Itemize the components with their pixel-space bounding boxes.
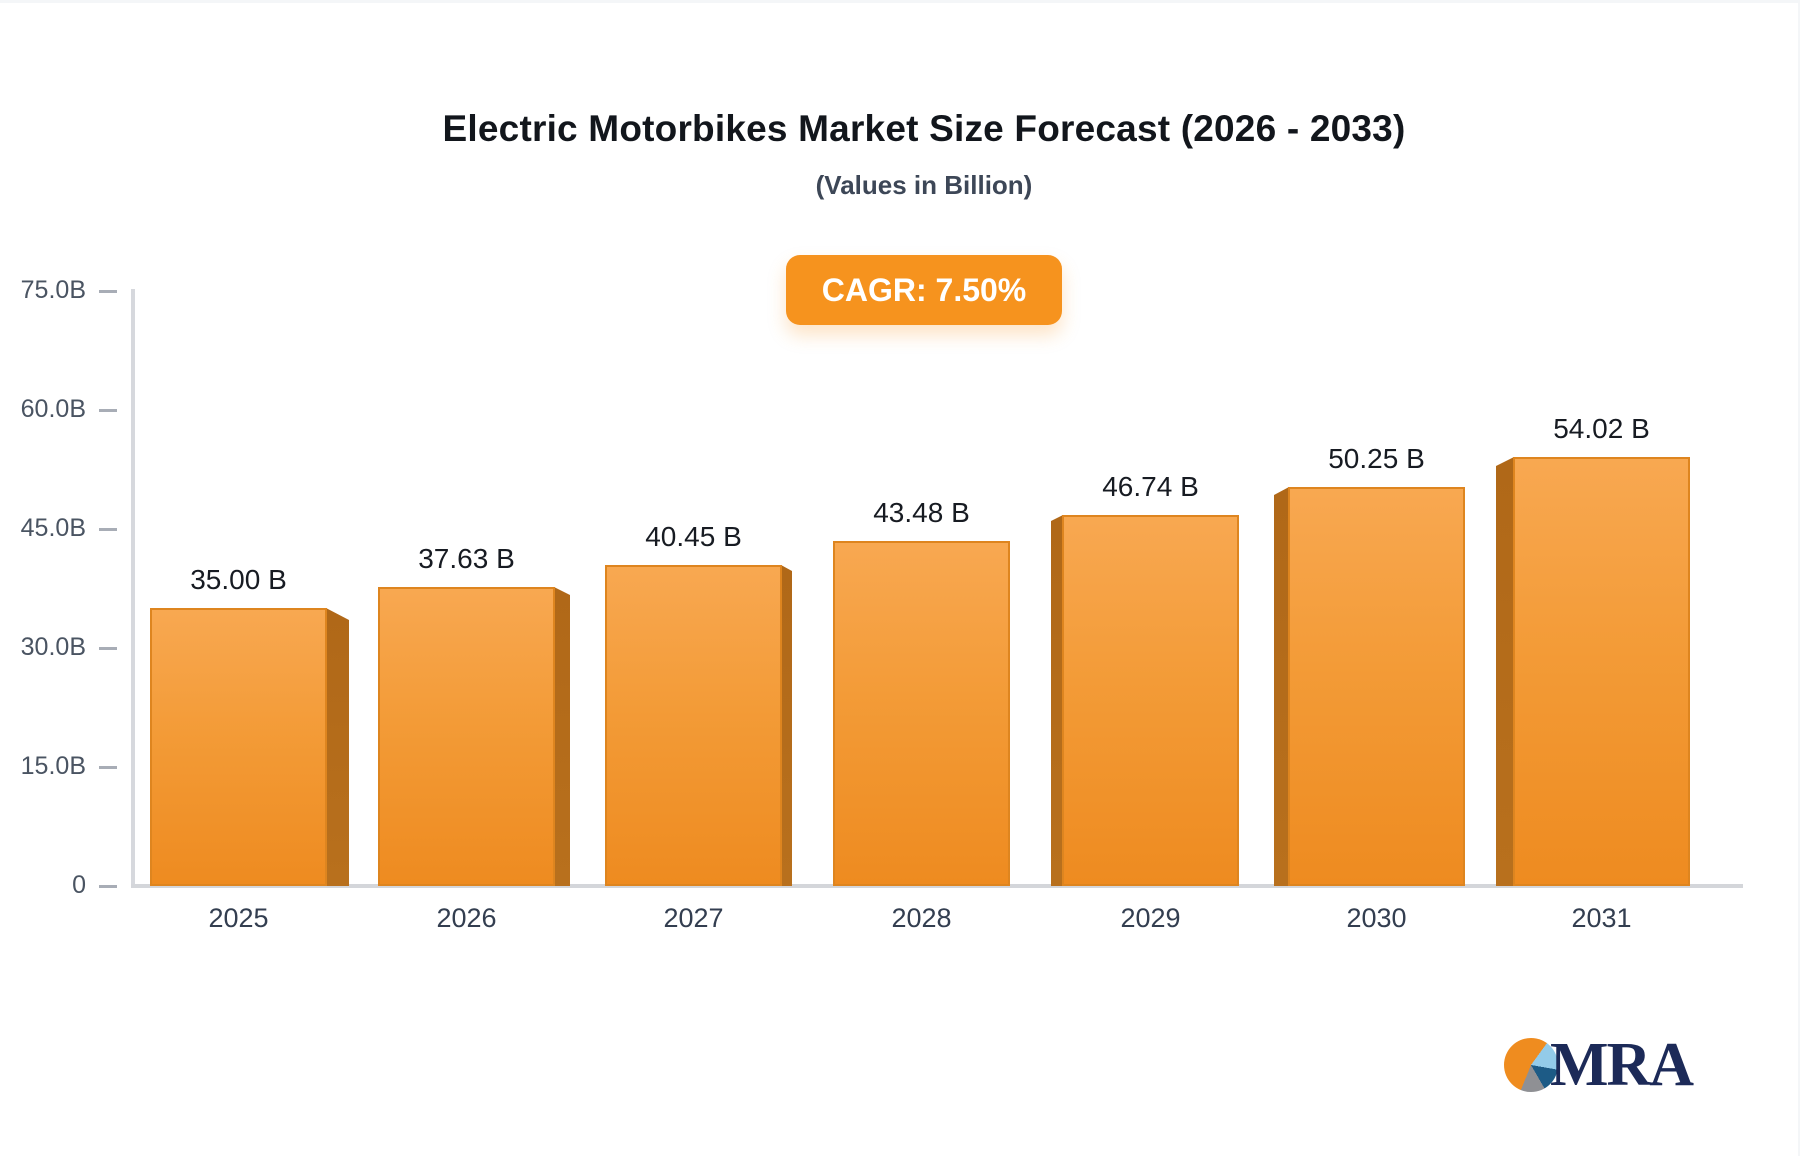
bar-3d-side-2029	[1051, 515, 1063, 886]
y-tick-mark	[99, 885, 117, 888]
y-tick-label: 75.0B	[20, 276, 86, 304]
y-tick-label: 30.0B	[20, 633, 86, 661]
x-axis-label-2025: 2025	[208, 903, 269, 933]
x-axis-label-2030: 2030	[1346, 903, 1407, 933]
bar-value-label-2029: 46.74 B	[1102, 471, 1199, 502]
bar-value-label-2028: 43.48 B	[873, 497, 970, 528]
y-tick-label: 0	[72, 871, 86, 899]
x-axis-label-2028: 2028	[891, 903, 952, 933]
y-tick-mark	[99, 409, 117, 412]
y-tick-label: 60.0B	[20, 395, 86, 423]
bar-3d-side-2027	[781, 565, 792, 886]
y-tick-label: 45.0B	[20, 514, 86, 542]
bar-2029[interactable]	[1062, 515, 1239, 886]
bar-value-label-2026: 37.63 B	[418, 543, 515, 574]
y-tick-label: 15.0B	[20, 752, 86, 780]
brand-logo-text: MRA	[1550, 1031, 1694, 1099]
cagr-badge-wrap: CAGR: 7.50%	[48, 255, 1800, 325]
cagr-badge: CAGR: 7.50%	[785, 255, 1063, 325]
page-edge-top	[0, 0, 1800, 3]
bar-3d-side-2025	[326, 608, 349, 886]
brand-logo[interactable]: MRA	[1504, 1031, 1694, 1099]
chart-title: Electric Motorbikes Market Size Forecast…	[442, 108, 1406, 149]
bar-value-label-2027: 40.45 B	[645, 521, 742, 552]
bar-2025[interactable]	[150, 608, 327, 886]
bar-2030[interactable]	[1288, 487, 1465, 886]
x-axis-label-2031: 2031	[1571, 903, 1632, 933]
y-tick-mark	[99, 528, 117, 531]
bar-2026[interactable]	[378, 587, 555, 886]
bar-3d-side-2030	[1274, 487, 1289, 886]
y-tick-mark	[99, 647, 117, 650]
bar-value-label-2031: 54.02 B	[1553, 413, 1650, 444]
bar-2027[interactable]	[605, 565, 782, 886]
bar-2028[interactable]	[833, 541, 1010, 886]
bar-3d-side-2031	[1496, 457, 1514, 886]
pie-chart-logo-icon	[1504, 1038, 1558, 1092]
y-tick-mark	[99, 290, 117, 293]
bar-value-label-2030: 50.25 B	[1328, 443, 1425, 474]
x-axis-label-2029: 2029	[1120, 903, 1181, 933]
x-axis-label-2027: 2027	[663, 903, 724, 933]
x-axis-baseline	[131, 884, 1743, 888]
bar-2031[interactable]	[1513, 457, 1690, 886]
y-axis-line	[131, 289, 135, 886]
y-tick-mark	[99, 766, 117, 769]
x-axis-label-2026: 2026	[436, 903, 497, 933]
chart-subtitle: (Values in Billion)	[815, 170, 1033, 200]
page-edge-right	[1798, 0, 1800, 1156]
bar-3d-side-2026	[554, 587, 570, 886]
bar-value-label-2025: 35.00 B	[190, 564, 287, 595]
